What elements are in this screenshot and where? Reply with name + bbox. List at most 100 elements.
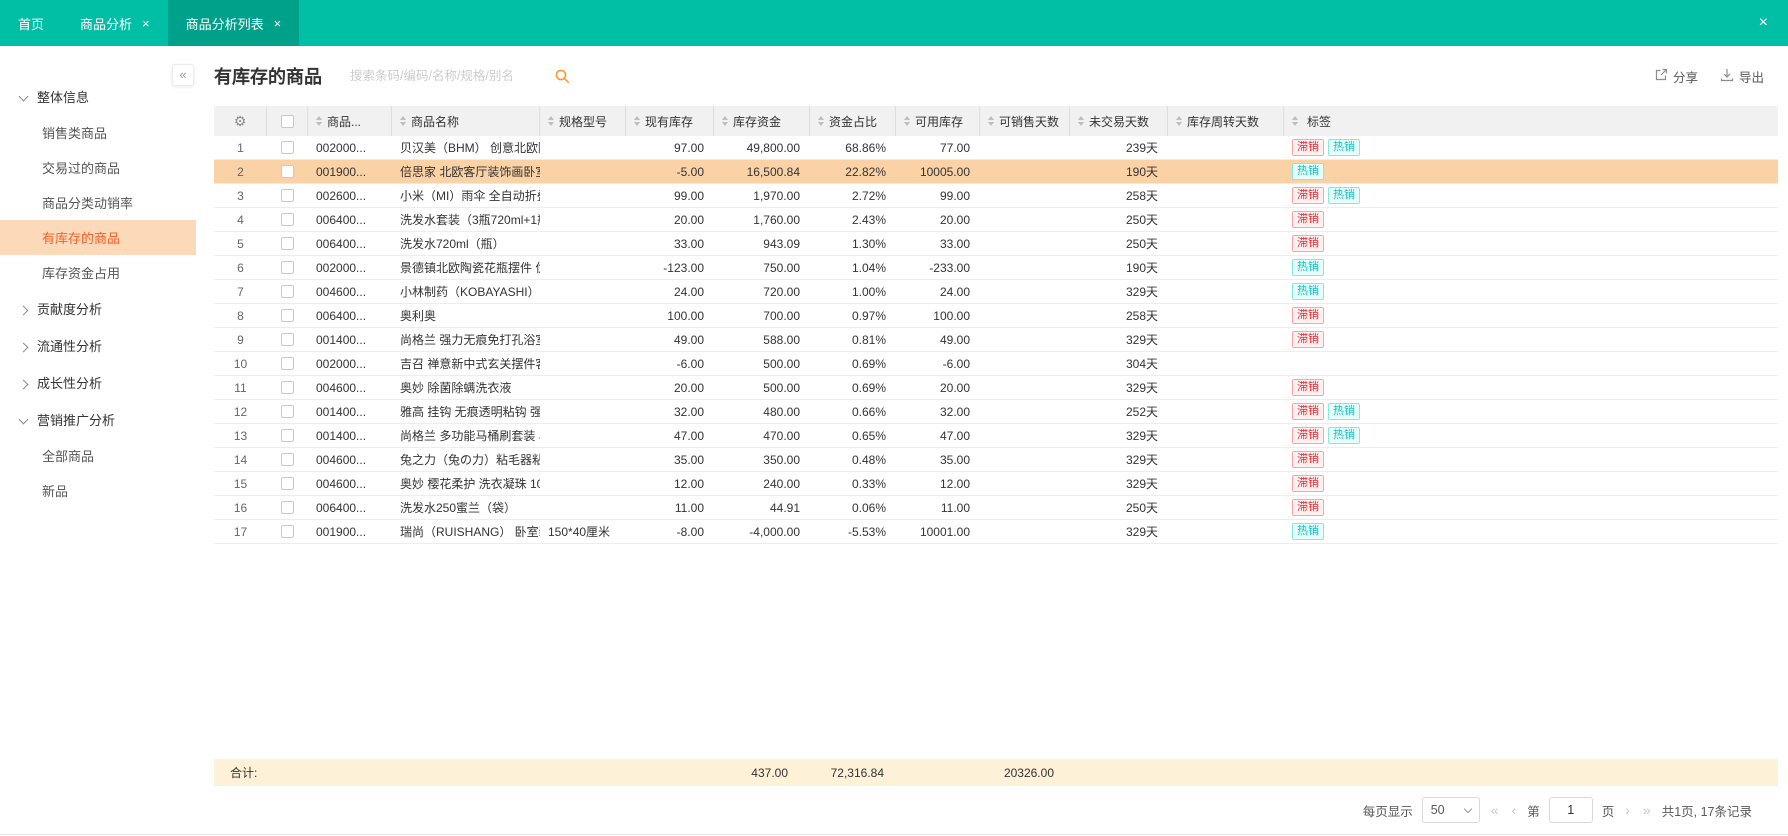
column-header-name[interactable]: 商品名称 (392, 106, 540, 136)
row-checkbox[interactable] (281, 477, 294, 490)
search-input[interactable] (350, 69, 550, 83)
sidebar-item[interactable]: 有库存的商品 (0, 220, 196, 255)
cell-code: 002000... (316, 260, 367, 275)
row-checkbox[interactable] (281, 333, 294, 346)
sidebar-group-2[interactable]: 流通性分析 (0, 327, 196, 364)
table-row[interactable]: 17 001900... 瑞尚（RUISHANG） 卧室装 150*40厘米 -8.00… (214, 520, 1778, 544)
table-row[interactable]: 2 001900... 倍思家 北欧客厅装饰画卧室 -5.00 16,500.84 22.… (214, 160, 1778, 184)
chevron-down-icon (1463, 804, 1472, 814)
sidebar-item[interactable]: 销售类商品 (42, 126, 108, 141)
row-checkbox[interactable] (281, 405, 294, 418)
column-header-sale_days[interactable]: 可销售天数 (980, 106, 1070, 136)
row-checkbox[interactable] (281, 189, 294, 202)
column-header-fund[interactable]: 库存资金 (714, 106, 810, 136)
column-header-spec[interactable]: 规格型号 (540, 106, 626, 136)
sidebar-collapse-button[interactable]: « (172, 64, 194, 86)
tab-1[interactable]: 商品分析 × (62, 0, 168, 46)
table-row[interactable]: 11 004600... 奥妙 除菌除螨洗衣液 20.00 500.00 0.69% 20.… (214, 376, 1778, 400)
cell-code: 001900... (316, 164, 367, 179)
sort-icon[interactable] (634, 116, 640, 126)
sidebar-group-4[interactable]: 营销推广分析 (0, 401, 196, 438)
row-checkbox[interactable] (281, 453, 294, 466)
table-row[interactable]: 16 006400... 洗发水250蜜兰（袋） 11.00 44.91 0.06% 11.… (214, 496, 1778, 520)
row-checkbox[interactable] (281, 261, 294, 274)
sidebar-item[interactable]: 全部商品 (42, 449, 95, 464)
cell-avail: 10005.00 (919, 164, 970, 179)
row-checkbox[interactable] (281, 141, 294, 154)
next-page-button[interactable]: › (1625, 802, 1630, 818)
column-label: 规格型号 (559, 114, 608, 129)
row-checkbox[interactable] (281, 165, 294, 178)
column-header-avail[interactable]: 可用库存 (896, 106, 980, 136)
table-row[interactable]: 3 002600... 小米（MI）雨伞 全自动折叠 99.00 1,970.00 2.7… (214, 184, 1778, 208)
sort-icon[interactable] (316, 116, 322, 126)
tab-close-icon[interactable]: × (273, 15, 282, 31)
tag-hot-badge: 热销 (1292, 163, 1324, 180)
row-checkbox[interactable] (281, 309, 294, 322)
table-row[interactable]: 6 002000... 景德镇北欧陶瓷花瓶摆件 优 -123.00 750.00 1.04… (214, 256, 1778, 280)
tab-2[interactable]: 商品分析列表 × (167, 0, 300, 46)
share-button[interactable]: 分享 (1654, 67, 1698, 86)
cell-no_trade: 329天 (1125, 429, 1158, 443)
sort-icon[interactable] (1176, 116, 1182, 126)
table-row[interactable]: 9 001400... 尚格兰 强力无痕免打孔浴室 49.00 588.00 0.81% 4… (214, 328, 1778, 352)
row-checkbox[interactable] (281, 525, 294, 538)
sort-icon[interactable] (722, 116, 728, 126)
page-actions: 分享 导出 (1654, 67, 1778, 86)
sort-icon[interactable] (818, 116, 824, 126)
column-header-ratio[interactable]: 资金占比 (810, 106, 896, 136)
last-page-button[interactable]: » (1642, 802, 1651, 818)
table-row[interactable]: 8 006400... 奥利奥 100.00 700.00 0.97% 100.00 258天… (214, 304, 1778, 328)
page-size-select[interactable]: 50 (1421, 797, 1480, 823)
sort-icon[interactable] (904, 116, 910, 126)
cell-ratio: 0.33% (851, 476, 886, 491)
sidebar-group-0[interactable]: 整体信息 (0, 78, 196, 115)
tag-hot-badge: 热销 (1292, 523, 1324, 540)
column-header-stock[interactable]: 现有库存 (626, 106, 714, 136)
row-checkbox[interactable] (281, 357, 294, 370)
sidebar-item[interactable]: 商品分类动销率 (42, 196, 134, 211)
select-all-checkbox[interactable] (280, 114, 294, 128)
column-settings[interactable]: ⚙ (214, 106, 267, 136)
column-header-code[interactable]: 商品... (308, 106, 392, 136)
row-checkbox[interactable] (281, 429, 294, 442)
sidebar-group-1[interactable]: 贡献度分析 (0, 290, 196, 327)
export-button[interactable]: 导出 (1720, 67, 1764, 86)
sidebar-item[interactable]: 库存资金占用 (42, 266, 121, 281)
table-row[interactable]: 12 001400... 雅高 挂钩 无痕透明粘钩 强 32.00 480.00 0.66… (214, 400, 1778, 424)
sort-icon[interactable] (988, 116, 994, 126)
close-window-icon[interactable]: × (1758, 14, 1768, 31)
sort-icon[interactable] (1078, 116, 1084, 126)
sidebar-group-3[interactable]: 成长性分析 (0, 364, 196, 401)
page-number-input[interactable] (1548, 797, 1593, 823)
row-checkbox[interactable] (281, 501, 294, 514)
column-header-tags[interactable]: 标签 (1284, 106, 1778, 136)
table-body: 1 002000... 贝汉美（BHM） 创意北欧陶瓷 97.00 49,800.00 6… (214, 136, 1778, 544)
cell-no_trade: 258天 (1125, 189, 1158, 203)
first-page-button[interactable]: « (1490, 802, 1499, 818)
sidebar-item[interactable]: 交易过的商品 (42, 161, 121, 176)
prev-page-button[interactable]: ‹ (1511, 802, 1517, 818)
sidebar-item[interactable]: 新品 (42, 484, 69, 499)
gear-icon[interactable]: ⚙ (233, 112, 247, 129)
table-row[interactable]: 7 004600... 小林制药（KOBAYASHI）日 24.00 720.00 1.0… (214, 280, 1778, 304)
tab-close-icon[interactable]: × (142, 15, 150, 31)
search-icon[interactable] (554, 68, 570, 84)
sort-icon[interactable] (548, 116, 554, 126)
table-row[interactable]: 13 001400... 尚格兰 多功能马桶刷套装 马 47.00 470.00 0.65… (214, 424, 1778, 448)
table-row[interactable]: 10 002000... 吉召 禅意新中式玄关摆件客 -6.00 500.00 0.69%… (214, 352, 1778, 376)
row-checkbox[interactable] (281, 285, 294, 298)
sort-icon[interactable] (1292, 116, 1298, 126)
column-header-no_trade[interactable]: 未交易天数 (1070, 106, 1168, 136)
row-checkbox[interactable] (281, 213, 294, 226)
table-row[interactable]: 14 004600... 兔之力（兔の力）粘毛器粘 35.00 350.00 0.48% 3… (214, 448, 1778, 472)
table-row[interactable]: 15 004600... 奥妙 樱花柔护 洗衣凝珠 10 12.00 240.00 0.3… (214, 472, 1778, 496)
sort-icon[interactable] (400, 116, 406, 126)
table-row[interactable]: 5 006400... 洗发水720ml（瓶） 33.00 943.09 1.30% 33.… (214, 232, 1778, 256)
row-checkbox[interactable] (281, 381, 294, 394)
column-header-turnover[interactable]: 库存周转天数 (1168, 106, 1284, 136)
table-row[interactable]: 4 006400... 洗发水套装（3瓶720ml+1瓶 20.00 1,760.00 2… (214, 208, 1778, 232)
row-checkbox[interactable] (281, 237, 294, 250)
table-row[interactable]: 1 002000... 贝汉美（BHM） 创意北欧陶瓷 97.00 49,800.00 6… (214, 136, 1778, 160)
tab-0[interactable]: 首页 (0, 0, 62, 46)
